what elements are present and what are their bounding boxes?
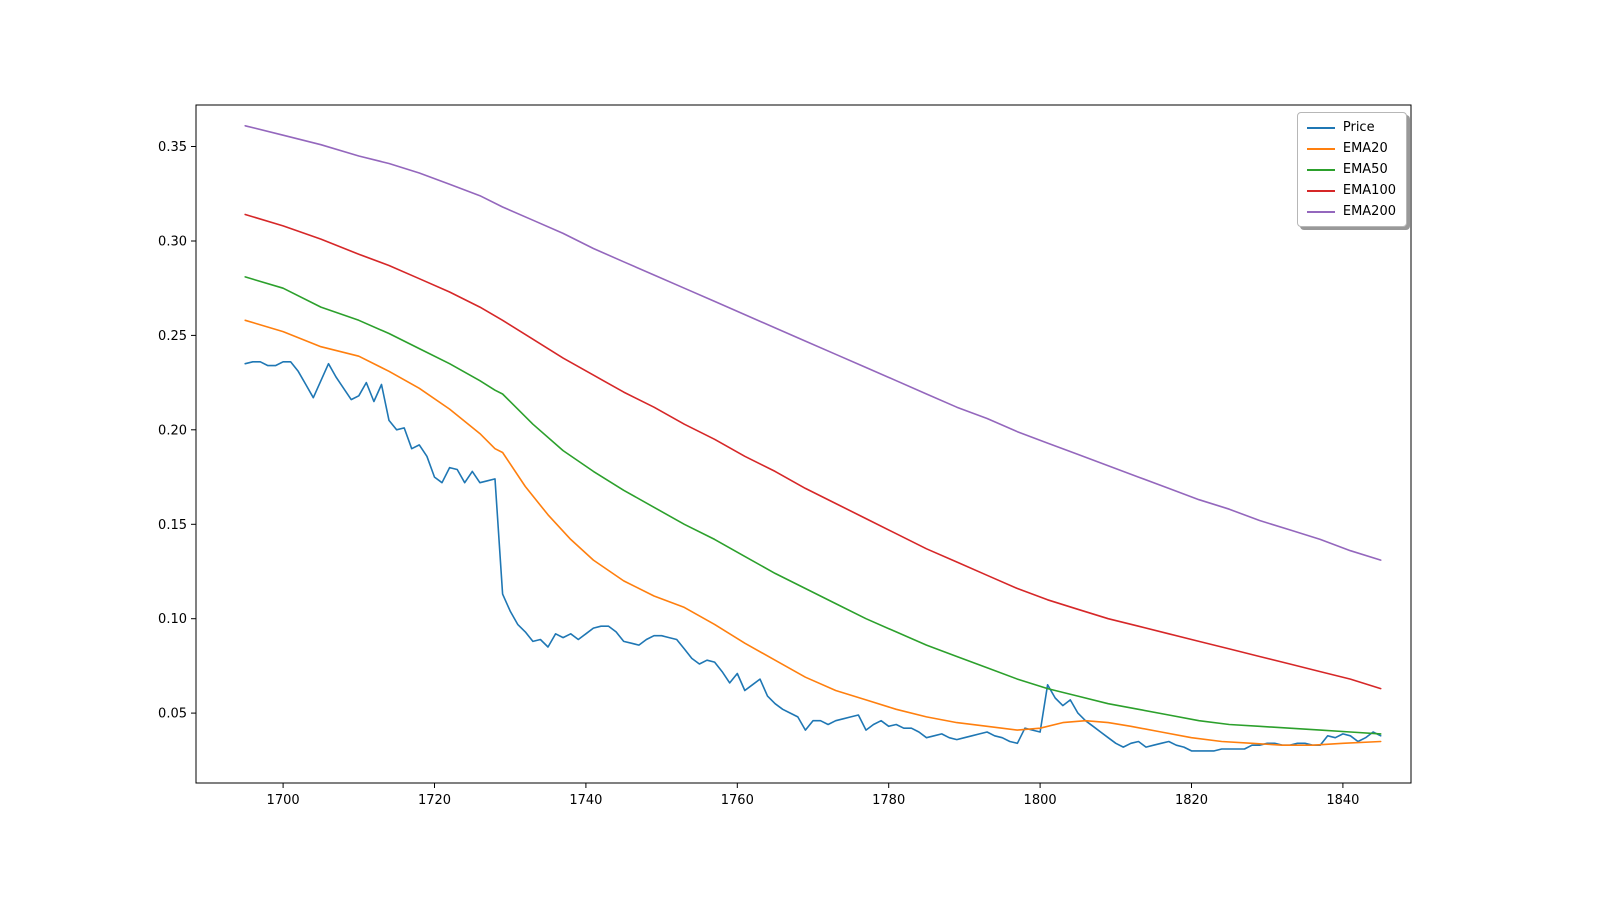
legend-item-ema50: EMA50 xyxy=(1306,162,1396,177)
legend-line-sample-ema50 xyxy=(1306,168,1335,171)
x-tick-label: 1700 xyxy=(267,793,300,808)
legend-line-sample-ema200 xyxy=(1306,210,1335,213)
y-tick-label: 0.25 xyxy=(158,329,187,344)
legend-item-ema20: EMA20 xyxy=(1306,141,1396,156)
y-tick-label: 0.15 xyxy=(158,518,187,533)
legend-item-ema200: EMA200 xyxy=(1306,204,1396,219)
series-line-ema50 xyxy=(244,276,1382,735)
y-tick-label: 0.05 xyxy=(158,707,187,722)
legend-line-sample-ema20 xyxy=(1306,147,1335,150)
y-tick-label: 0.20 xyxy=(158,423,187,438)
x-tick-label: 1820 xyxy=(1175,793,1208,808)
y-tick-label: 0.30 xyxy=(158,235,187,250)
series-line-ema100 xyxy=(244,213,1382,690)
legend-label: EMA100 xyxy=(1342,183,1396,198)
x-tick-label: 1800 xyxy=(1024,793,1057,808)
legend-label: EMA50 xyxy=(1342,162,1388,177)
series-line-ema20 xyxy=(244,319,1382,747)
x-tick-label: 1840 xyxy=(1326,793,1359,808)
legend: Price EMA20 EMA50 EMA100 EMA200 xyxy=(1296,112,1407,227)
legend-label: Price xyxy=(1342,120,1375,135)
legend-label: EMA200 xyxy=(1342,204,1396,219)
x-tick-label: 1740 xyxy=(569,793,602,808)
legend-line-sample-price xyxy=(1306,126,1335,129)
x-tick-label: 1780 xyxy=(872,793,905,808)
x-tick-label: 1760 xyxy=(721,793,754,808)
axes-frame xyxy=(195,104,1412,784)
series-line-price xyxy=(244,360,1382,752)
y-tick-label: 0.35 xyxy=(158,140,187,155)
legend-item-price: Price xyxy=(1306,120,1396,135)
series-line-ema200 xyxy=(244,125,1382,561)
legend-line-sample-ema100 xyxy=(1306,189,1335,192)
x-tick-label: 1720 xyxy=(418,793,451,808)
legend-label: EMA20 xyxy=(1342,141,1388,156)
y-tick-label: 0.10 xyxy=(158,612,187,627)
legend-item-ema100: EMA100 xyxy=(1306,183,1396,198)
